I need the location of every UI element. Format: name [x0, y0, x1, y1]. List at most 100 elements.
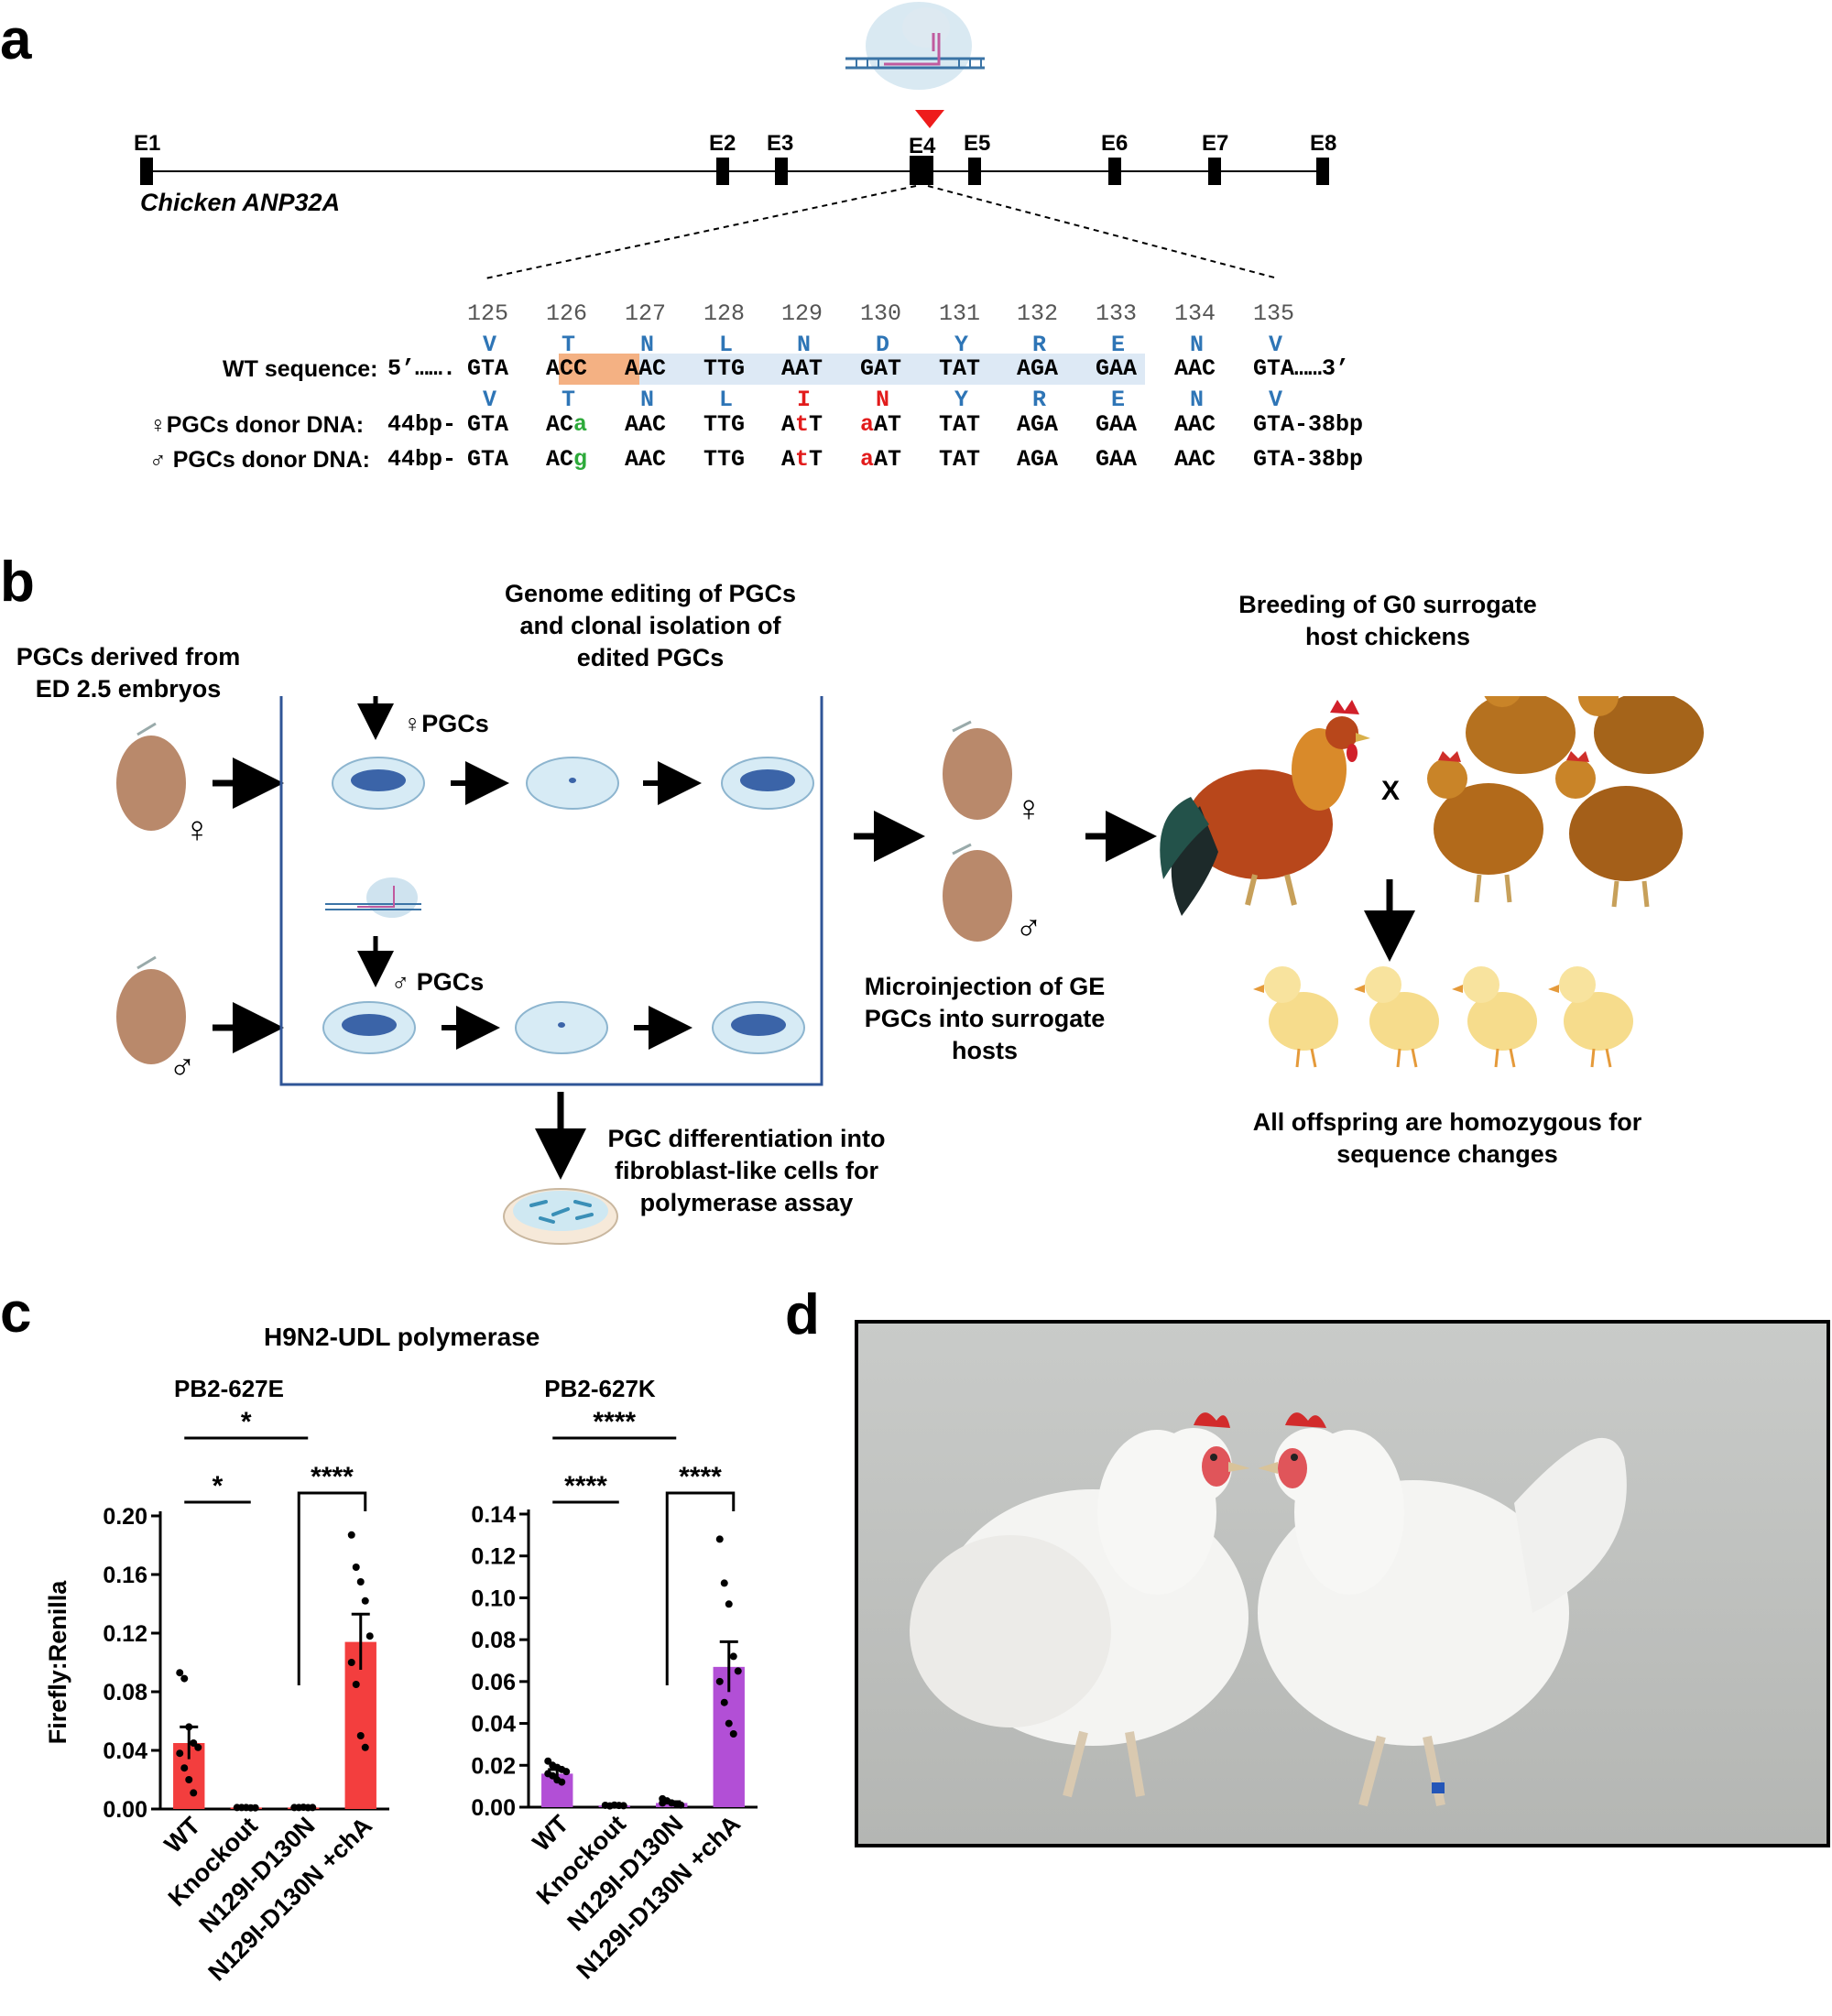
dish-female-3 — [721, 757, 814, 810]
significance-label: **** — [564, 1471, 607, 1501]
exon-e8 — [1316, 158, 1329, 185]
x-tick-label: WT — [528, 1810, 574, 1857]
data-point — [176, 1749, 184, 1758]
panel-b-label: b — [0, 550, 35, 614]
data-point — [558, 1778, 566, 1786]
pam-highlight — [559, 354, 639, 385]
male-egg-icon — [116, 955, 186, 1064]
y-tick-label: 0.12 — [471, 1544, 516, 1570]
breeding-text: Breeding of G0 surrogate host chickens — [1238, 591, 1537, 650]
exon-e7 — [1208, 158, 1221, 185]
exon-e1 — [140, 158, 153, 185]
dish-male-2 — [515, 1001, 608, 1054]
data-point — [720, 1698, 728, 1706]
female-pgcs-label: ♀PGCs — [403, 710, 489, 737]
chart-title: PB2-627E — [174, 1375, 284, 1402]
chick-icon-2 — [1354, 966, 1439, 1068]
injected-egg-male-icon — [943, 843, 1012, 942]
y-tick-label: 0.12 — [103, 1621, 147, 1647]
exon-e5 — [968, 158, 981, 185]
y-tick-label: 0.16 — [103, 1563, 147, 1588]
data-point — [734, 1667, 742, 1675]
y-tick-label: 0.14 — [471, 1502, 516, 1528]
data-point — [180, 1674, 189, 1683]
data-point — [352, 1681, 360, 1688]
significance-label: * — [241, 1407, 252, 1437]
codon-number-row: 125 126 127 128 129 130 131 132 133 134 … — [467, 300, 1295, 327]
data-point — [715, 1535, 724, 1543]
hen-icon-2 — [1578, 696, 1704, 774]
significance-label: **** — [311, 1462, 354, 1492]
data-point — [176, 1669, 184, 1677]
data-point — [715, 1677, 724, 1685]
data-point — [347, 1531, 355, 1539]
dish-male-1 — [322, 1001, 416, 1054]
data-point — [725, 1600, 733, 1608]
exon-label-e6: E6 — [1101, 131, 1129, 156]
hen-icon-1 — [1466, 696, 1576, 774]
significance-label: * — [213, 1471, 224, 1501]
differentiation-text: PGC differentiation into fibroblast-like… — [607, 1125, 886, 1216]
y-tick-label: 0.08 — [103, 1680, 147, 1705]
dish-male-3 — [712, 1001, 805, 1054]
female-symbol-left: ♀ — [183, 810, 211, 850]
chart-super-title: H9N2-UDL polymerase — [264, 1323, 540, 1351]
data-point — [251, 1804, 259, 1812]
data-point — [619, 1802, 627, 1810]
exon-e3 — [775, 158, 788, 185]
crispr-cas9-icon — [845, 2, 985, 128]
data-point — [309, 1804, 317, 1812]
data-point — [352, 1564, 360, 1571]
significance-bracket — [665, 1491, 736, 1685]
exon-label-e5: E5 — [964, 131, 991, 156]
crispr-icon-male — [325, 877, 421, 918]
data-point — [180, 1764, 189, 1772]
data-point — [190, 1789, 198, 1797]
offspring-text: All offspring are homozygous for sequenc… — [1252, 1108, 1642, 1168]
data-point — [562, 1768, 571, 1776]
exon-label-e4: E4 — [909, 134, 936, 158]
panel-b-graphics — [116, 696, 1704, 1245]
y-tick-label: 0.00 — [471, 1795, 516, 1821]
panel-a-label: a — [0, 8, 32, 71]
y-tick-label: 0.04 — [103, 1738, 147, 1764]
male-symbol-left: ♂ — [169, 1046, 196, 1086]
exon-e2 — [716, 158, 729, 185]
significance-label: **** — [593, 1407, 636, 1437]
chick-icon-3 — [1452, 966, 1537, 1068]
x-tick-label: WT — [159, 1812, 206, 1858]
data-point — [185, 1776, 193, 1783]
exon-label-e8: E8 — [1310, 131, 1337, 156]
male-pgcs-label: ♂ PGCs — [391, 968, 485, 996]
male-donor-label: ♂ PGCs donor DNA: — [149, 447, 370, 473]
significance-label: **** — [679, 1462, 722, 1492]
exon-label-e7: E7 — [1202, 131, 1229, 156]
data-point — [729, 1652, 737, 1661]
exon-label-e3: E3 — [767, 131, 794, 156]
chickens-photo — [855, 1320, 1830, 1847]
chick-icon-4 — [1548, 966, 1633, 1068]
y-tick-label: 0.06 — [471, 1670, 516, 1695]
hen-icon-4 — [1555, 751, 1683, 908]
gene-name: Chicken ANP32A — [140, 189, 341, 216]
y-tick-label: 0.10 — [471, 1586, 516, 1611]
female-donor-label: ♀PGCs donor DNA: — [149, 412, 365, 438]
panel-c-label: c — [0, 1281, 32, 1345]
data-point — [190, 1739, 198, 1747]
hen-icon-3 — [1427, 751, 1543, 903]
y-tick-label: 0.02 — [471, 1753, 516, 1779]
female-symbol-injected: ♀ — [1015, 789, 1042, 829]
dish-female-1 — [332, 757, 425, 810]
data-point — [356, 1732, 365, 1739]
genome-editing-title: Genome editing of PGCs and clonal isolat… — [504, 580, 797, 671]
injected-egg-female-icon — [943, 720, 1012, 820]
rooster-icon — [1160, 700, 1370, 916]
y-tick-label: 0.20 — [103, 1504, 147, 1530]
y-tick-label: 0.08 — [471, 1628, 516, 1653]
data-point — [361, 1743, 369, 1751]
chart-title: PB2-627K — [544, 1375, 656, 1402]
codon-highlight — [559, 354, 1145, 385]
female-egg-icon — [116, 722, 186, 831]
microinjection-text: Microinjection of GE PGCs into surrogate… — [864, 973, 1106, 1064]
